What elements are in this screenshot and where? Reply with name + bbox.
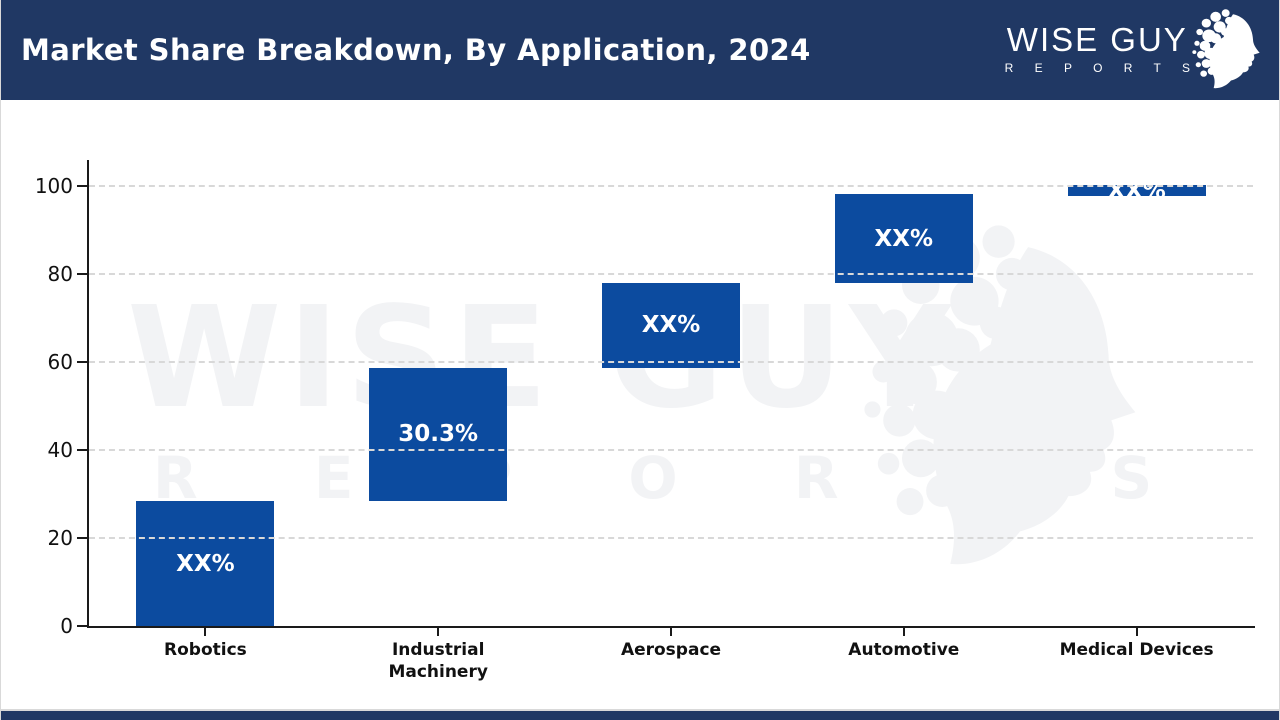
y-tick-mark [77,449,87,451]
bar-value-label: XX% [874,225,934,252]
y-tick-label: 20 [47,526,73,550]
y-tick-mark [77,537,87,539]
gridline [89,361,1253,363]
footer-divider [1,709,1279,711]
y-tick-label: 100 [34,174,73,198]
bar-value-label: XX% [1107,185,1166,196]
y-tick-label: 60 [47,350,73,374]
wise-guy-logo: WISE GUY R E P O R T S [996,8,1269,90]
bar: XX% [1067,185,1206,197]
logo-wise-guy-text: WISE GUY [1006,21,1188,59]
logo-text: WISE GUY R E P O R T S [996,23,1199,75]
y-tick-label: 80 [47,262,73,286]
gridline [89,185,1253,187]
header-bar: Market Share Breakdown, By Application, … [1,0,1279,100]
bar: 30.3% [369,367,508,502]
page-title: Market Share Breakdown, By Application, … [21,33,811,67]
bar: XX% [834,193,973,284]
bar: XX% [602,283,740,368]
y-tick-mark [77,625,87,627]
footer-bar [1,711,1279,720]
x-axis-line [87,626,1255,628]
x-tick-mark [437,628,440,636]
y-tick-mark [77,273,87,275]
logo-head-icon [1192,9,1260,89]
gridline [89,449,1253,451]
x-axis-label: Industrial Machinery [388,640,488,683]
watermark-wise-guy-text: WISE GUY [127,277,957,440]
y-axis-line [87,160,89,628]
x-tick-mark [1135,628,1138,636]
x-axis-label: Automotive [848,640,960,660]
gridline [89,273,1253,275]
bar-value-label: XX% [176,550,235,577]
x-tick-mark [204,628,207,636]
y-tick-label: 0 [60,614,73,638]
bar-value-label: XX% [641,312,701,339]
x-axis-label: Robotics [164,640,247,660]
watermark-head-icon [864,225,1136,565]
x-axis-label: Medical Devices [1059,640,1214,660]
y-tick-mark [77,361,87,363]
x-tick-mark [670,628,672,636]
x-tick-mark [902,628,905,636]
logo-reports-text: R E P O R T S [1004,60,1199,75]
bar-value-label: 30.3% [398,421,479,448]
bar: XX% [136,501,275,626]
y-tick-mark [77,185,87,187]
gridline [89,537,1253,539]
y-tick-label: 40 [47,438,73,462]
x-axis-label: Aerospace [620,640,722,660]
